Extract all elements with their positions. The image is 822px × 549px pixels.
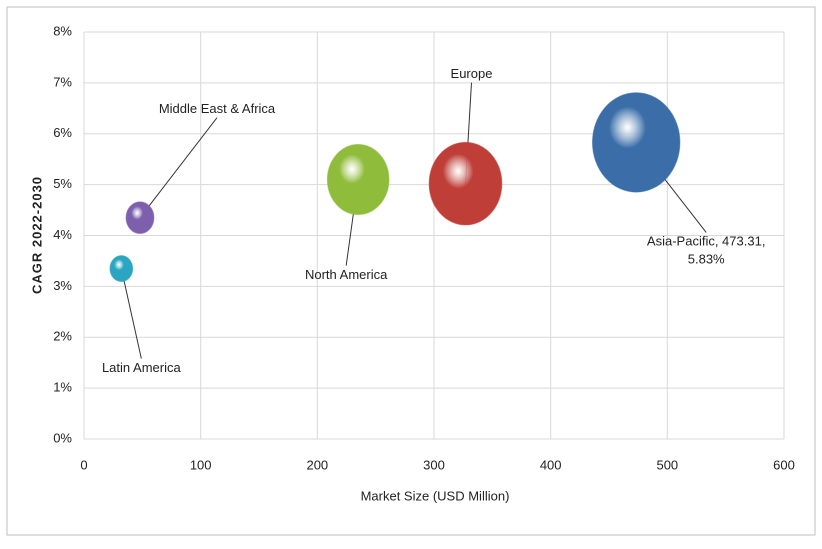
data-label: Europe: [451, 66, 493, 81]
y-tick-label: 5%: [53, 176, 72, 191]
x-axis-title: Market Size (USD Million): [361, 488, 510, 503]
data-label: North America: [305, 267, 388, 282]
data-label: Middle East & Africa: [159, 101, 276, 116]
data-label: Latin America: [102, 360, 182, 375]
chart-border: [6, 6, 816, 536]
y-axis-title: CAGR 2022-2030: [29, 176, 44, 294]
bubble: [125, 201, 155, 235]
x-tick-label: 200: [306, 457, 328, 472]
y-tick-label: 0%: [53, 430, 72, 445]
x-tick-label: 300: [423, 457, 445, 472]
data-label: Asia-Pacific, 473.31, 5.83%: [647, 234, 766, 267]
y-tick-label: 4%: [53, 227, 72, 242]
x-tick-label: 600: [773, 457, 795, 472]
y-tick-label: 8%: [53, 23, 72, 38]
bubble: [428, 141, 503, 226]
x-tick-label: 500: [656, 457, 678, 472]
x-tick-label: 0: [80, 457, 87, 472]
x-tick-label: 100: [190, 457, 212, 472]
bubble: [326, 144, 390, 216]
y-tick-label: 3%: [53, 278, 72, 293]
leader-line: [120, 268, 142, 359]
y-tick-label: 1%: [53, 380, 72, 395]
y-tick-label: 7%: [53, 74, 72, 89]
bubble: [591, 92, 681, 193]
x-tick-label: 400: [540, 457, 562, 472]
leader-line: [139, 117, 218, 218]
y-tick-label: 2%: [53, 329, 72, 344]
bubble: [109, 255, 134, 282]
y-tick-label: 6%: [53, 125, 72, 140]
